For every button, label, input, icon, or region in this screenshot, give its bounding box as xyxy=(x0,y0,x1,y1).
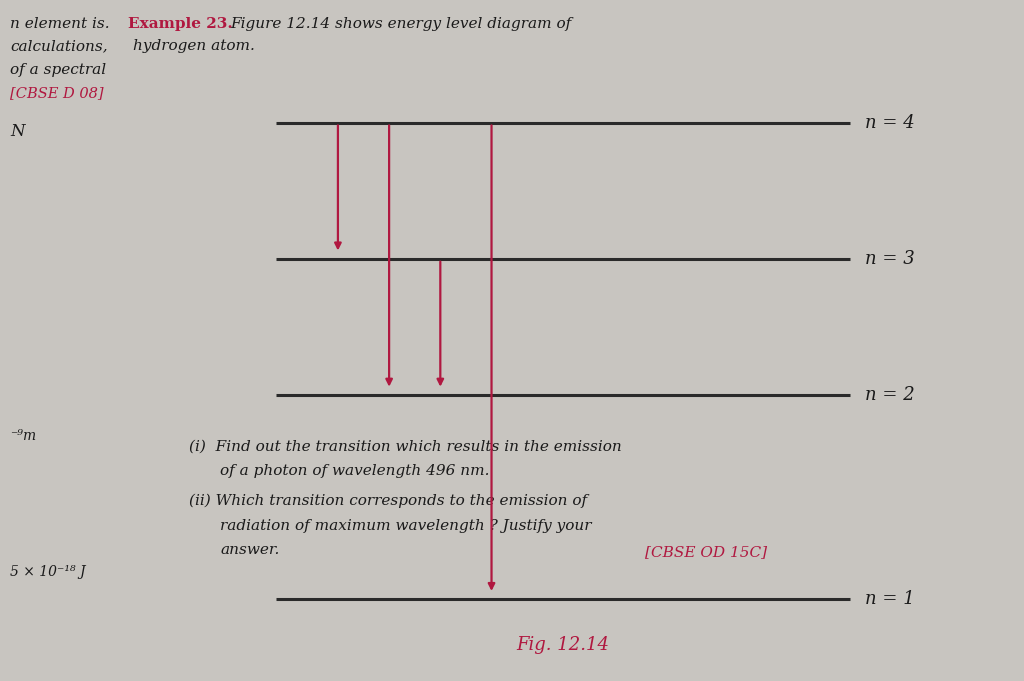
Text: Fig. 12.14: Fig. 12.14 xyxy=(517,636,609,654)
Text: hydrogen atom.: hydrogen atom. xyxy=(133,39,255,54)
Text: [CBSE OD 15C]: [CBSE OD 15C] xyxy=(645,545,767,559)
Text: n = 3: n = 3 xyxy=(865,250,915,268)
Text: n = 4: n = 4 xyxy=(865,114,915,131)
Text: Example 23.: Example 23. xyxy=(128,17,232,31)
Text: (ii) Which transition corresponds to the emission of: (ii) Which transition corresponds to the… xyxy=(189,494,588,508)
Text: ⁻⁹m: ⁻⁹m xyxy=(10,429,37,443)
Text: answer.: answer. xyxy=(220,543,280,558)
Text: N: N xyxy=(10,123,25,140)
Text: of a photon of wavelength 496 nm.: of a photon of wavelength 496 nm. xyxy=(220,464,489,479)
Text: n element is.: n element is. xyxy=(10,17,110,31)
Text: (i)  Find out the transition which results in the emission: (i) Find out the transition which result… xyxy=(189,439,623,454)
Text: calculations,: calculations, xyxy=(10,39,108,54)
Text: radiation of maximum wavelength ? Justify your: radiation of maximum wavelength ? Justif… xyxy=(220,519,592,533)
Text: 5 × 10⁻¹⁸ J: 5 × 10⁻¹⁸ J xyxy=(10,565,86,580)
Text: Figure 12.14 shows energy level diagram of: Figure 12.14 shows energy level diagram … xyxy=(230,17,571,31)
Text: of a spectral: of a spectral xyxy=(10,63,106,77)
Text: n = 1: n = 1 xyxy=(865,590,915,608)
Text: [CBSE D 08]: [CBSE D 08] xyxy=(10,86,103,100)
Text: n = 2: n = 2 xyxy=(865,386,915,404)
